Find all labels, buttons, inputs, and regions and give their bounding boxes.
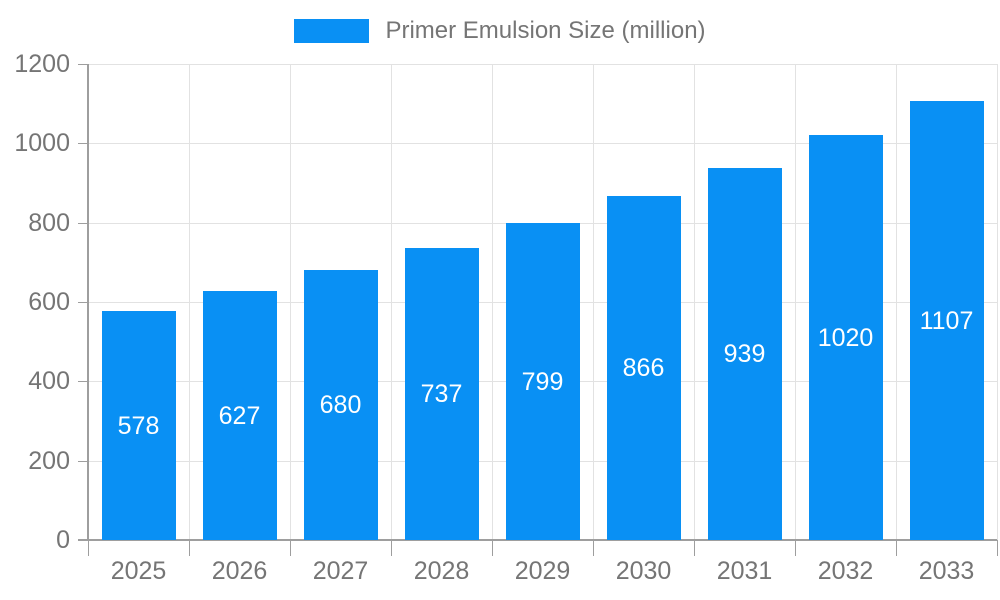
legend[interactable]: Primer Emulsion Size (million) — [0, 17, 1000, 45]
x-axis-tick — [593, 540, 594, 556]
v-gridline — [492, 64, 493, 540]
bar-2033[interactable] — [910, 101, 984, 540]
legend-swatch — [294, 19, 370, 43]
x-tick-label: 2030 — [615, 557, 672, 585]
x-tick-label: 2026 — [211, 557, 268, 585]
x-axis-line — [78, 539, 997, 541]
x-tick-label: 2025 — [110, 557, 167, 585]
x-axis-tick — [997, 540, 998, 556]
y-tick-label: 1200 — [14, 50, 70, 78]
x-tick-label: 2028 — [413, 557, 470, 585]
y-tick-label: 800 — [28, 209, 70, 237]
v-gridline — [290, 64, 291, 540]
x-axis-tick — [795, 540, 796, 556]
x-tick-label: 2029 — [514, 557, 571, 585]
x-axis-tick — [290, 540, 291, 556]
x-axis-tick — [694, 540, 695, 556]
y-tick-label: 1000 — [14, 129, 70, 157]
bar-2025[interactable] — [102, 311, 176, 540]
v-gridline — [795, 64, 796, 540]
x-tick-label: 2031 — [716, 557, 773, 585]
h-gridline — [88, 64, 997, 65]
y-tick-label: 0 — [56, 526, 70, 554]
v-gridline — [593, 64, 594, 540]
v-gridline — [694, 64, 695, 540]
bar-2027[interactable] — [304, 270, 378, 540]
bar-2030[interactable] — [607, 196, 681, 540]
y-tick-label: 600 — [28, 288, 70, 316]
y-axis-line — [87, 64, 89, 540]
bar-2032[interactable] — [809, 135, 883, 540]
x-tick-label: 2032 — [817, 557, 874, 585]
y-tick-label: 400 — [28, 367, 70, 395]
v-gridline — [189, 64, 190, 540]
bar-2029[interactable] — [506, 223, 580, 540]
legend-label: Primer Emulsion Size (million) — [385, 17, 706, 44]
v-gridline — [896, 64, 897, 540]
bar-2028[interactable] — [405, 248, 479, 540]
bar-2026[interactable] — [203, 291, 277, 540]
x-tick-label: 2033 — [918, 557, 975, 585]
x-axis-tick — [88, 540, 89, 556]
x-axis-tick — [189, 540, 190, 556]
y-tick-label: 200 — [28, 447, 70, 475]
v-gridline — [391, 64, 392, 540]
v-gridline — [997, 64, 998, 540]
x-axis-tick — [492, 540, 493, 556]
x-axis-tick — [896, 540, 897, 556]
x-tick-label: 2027 — [312, 557, 369, 585]
x-axis-tick — [391, 540, 392, 556]
bar-2031[interactable] — [708, 168, 782, 540]
